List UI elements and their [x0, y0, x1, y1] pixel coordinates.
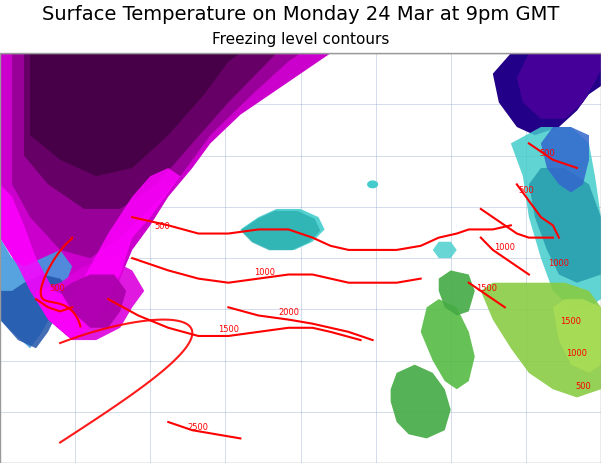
Polygon shape — [511, 127, 601, 307]
Text: Freezing level contours: Freezing level contours — [212, 32, 389, 47]
Text: 2500: 2500 — [188, 423, 209, 432]
Polygon shape — [439, 270, 475, 315]
Text: 1000: 1000 — [254, 268, 275, 276]
Polygon shape — [0, 238, 72, 348]
Text: 500: 500 — [518, 186, 534, 194]
Polygon shape — [0, 275, 72, 348]
Text: 1000: 1000 — [567, 350, 587, 358]
Polygon shape — [433, 242, 457, 258]
Polygon shape — [517, 53, 601, 119]
Text: Surface Temperature on Monday 24 Mar at 9pm GMT: Surface Temperature on Monday 24 Mar at … — [42, 6, 559, 25]
Polygon shape — [0, 168, 180, 340]
Text: 1500: 1500 — [477, 284, 497, 293]
Polygon shape — [24, 53, 276, 209]
Text: 1000: 1000 — [549, 259, 569, 269]
Text: 500: 500 — [539, 149, 555, 158]
Polygon shape — [493, 53, 601, 135]
Polygon shape — [240, 211, 320, 250]
Text: 1000: 1000 — [495, 243, 515, 252]
Text: 2000: 2000 — [278, 308, 299, 318]
Text: 500: 500 — [154, 222, 170, 232]
Polygon shape — [391, 365, 451, 438]
Polygon shape — [529, 168, 601, 283]
Polygon shape — [36, 258, 144, 340]
Polygon shape — [0, 53, 331, 340]
Text: 1500: 1500 — [561, 317, 581, 325]
Circle shape — [368, 181, 377, 188]
Text: 500: 500 — [575, 382, 591, 391]
Polygon shape — [541, 127, 589, 193]
Text: 500: 500 — [49, 284, 65, 293]
Polygon shape — [240, 209, 325, 250]
Polygon shape — [60, 275, 126, 328]
Polygon shape — [12, 53, 300, 258]
Polygon shape — [421, 299, 475, 389]
Text: 1500: 1500 — [218, 325, 239, 334]
Polygon shape — [553, 299, 601, 373]
Polygon shape — [481, 283, 601, 397]
Polygon shape — [30, 53, 240, 176]
